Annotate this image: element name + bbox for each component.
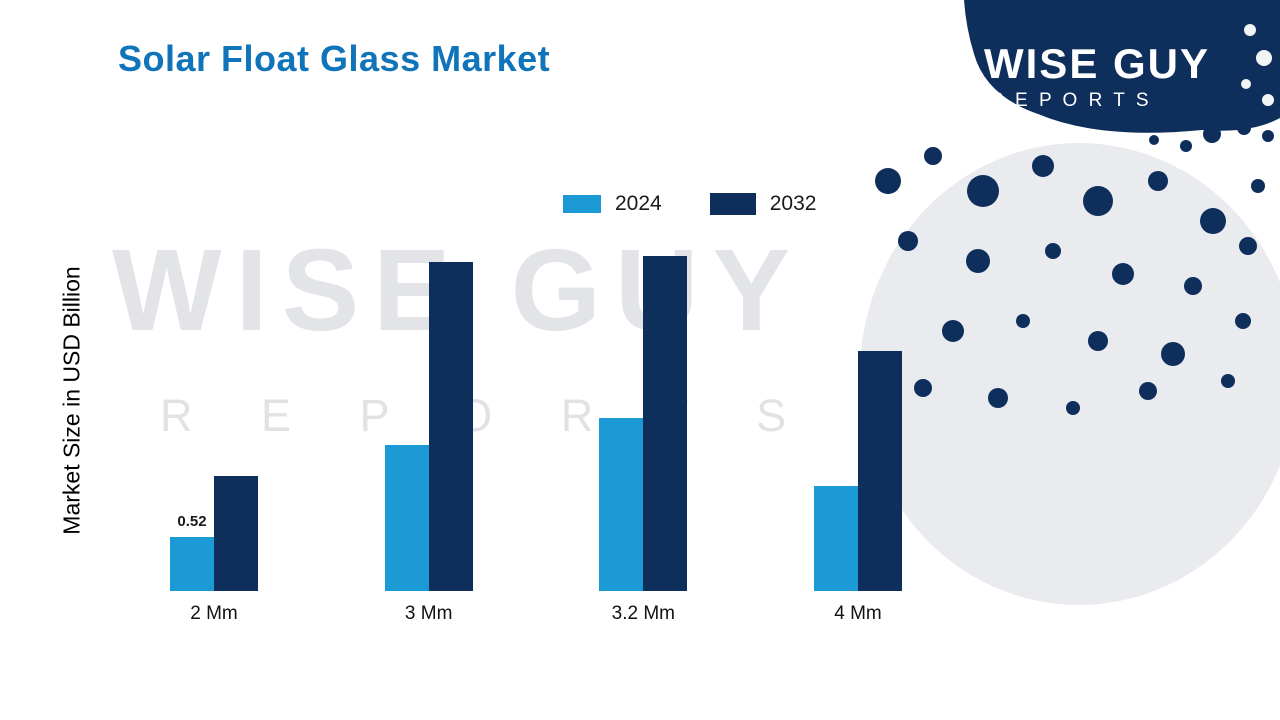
bar-2024-3-2-mm: [599, 418, 644, 591]
logo-wiseguy-text: WISE GUY: [984, 40, 1211, 87]
bar-2024-2-mm: 0.52: [170, 513, 214, 591]
legend-swatch-2024: [563, 195, 601, 213]
bar-value-label: 0.52: [177, 512, 207, 530]
wiseguy-logo: WISE GUY R E P O R T S: [950, 0, 1280, 152]
bar-group-2-mm: 0.52 2 Mm: [170, 225, 258, 625]
bar-2032-3-2-mm: [643, 256, 688, 591]
bar-group-3-2-mm: 3.2 Mm: [599, 225, 688, 625]
bar-2024-3-mm: [384, 444, 429, 591]
category-label-2-mm: 2 Mm: [190, 603, 238, 624]
wiseguy-logo-shape: [964, 0, 1280, 152]
bar-2032-4-mm: [857, 350, 902, 591]
y-axis-label-wrap: Market Size in USD Billion: [42, 200, 102, 600]
category-label-4-mm: 4 Mm: [834, 603, 882, 624]
bar-pair-3-mm: [384, 225, 473, 591]
legend-label-2024: 2024: [615, 192, 662, 215]
legend-label-2032: 2032: [769, 192, 817, 215]
chart-legend: 2024 2032: [563, 192, 816, 216]
bar-pair-2-mm: 0.52: [170, 225, 258, 591]
bar-2024-4-mm: [813, 486, 858, 591]
category-label-3-2-mm: 3.2 Mm: [611, 603, 675, 624]
bar-2032-3-mm: [428, 261, 473, 591]
watermark-dots-pattern: [875, 147, 1265, 415]
y-axis-label: Market Size in USD Billion: [58, 265, 85, 535]
legend-swatch-2032: [709, 193, 756, 215]
category-label-3-mm: 3 Mm: [404, 603, 453, 624]
logo-reports-text: R E P O R T S: [990, 90, 1152, 111]
bar-2032-2-mm: [214, 475, 258, 591]
bar-pair-4-mm: [813, 225, 902, 591]
bar-chart: 0.52 2 Mm 3 Mm 3.2 Mm 4 Mm: [170, 225, 902, 625]
bar-group-3-mm: 3 Mm: [384, 225, 473, 625]
legend-item-2024: 2024: [563, 192, 662, 216]
bar-group-4-mm: 4 Mm: [813, 225, 902, 625]
legend-item-2032: 2032: [709, 192, 817, 216]
page-title: Solar Float Glass Market: [118, 38, 551, 79]
bar-pair-3-2-mm: [599, 225, 688, 591]
